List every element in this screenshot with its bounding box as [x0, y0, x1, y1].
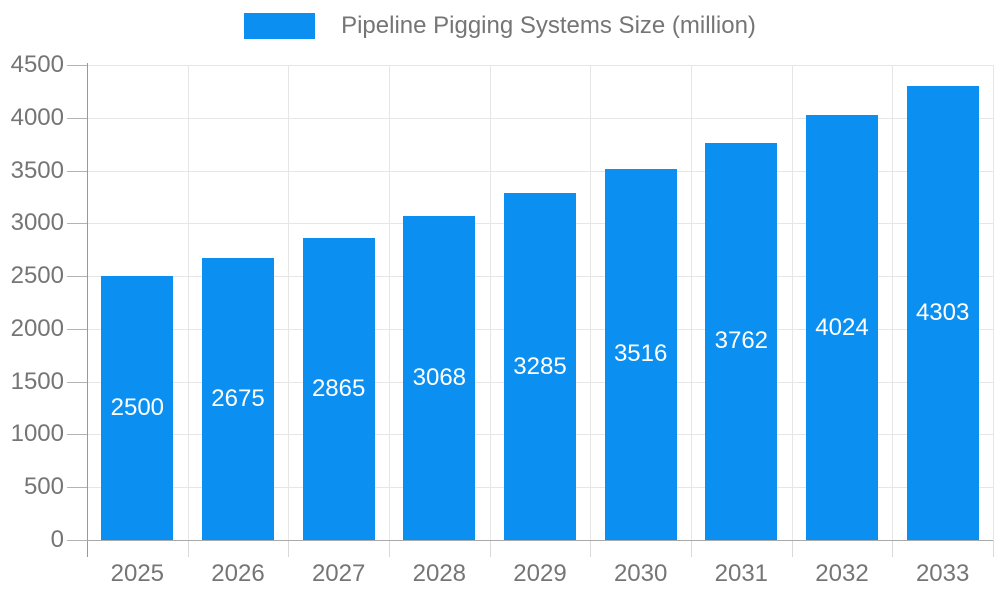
bar-value-label: 2865 [311, 374, 366, 402]
x-axis-tick-label: 2027 [311, 560, 366, 587]
bar: 3068 [403, 216, 476, 540]
legend-label: Pipeline Pigging Systems Size (million) [341, 12, 756, 39]
gridline-vertical [389, 65, 390, 540]
x-axis-tick [389, 540, 390, 557]
x-axis-tick-label: 2028 [412, 560, 467, 587]
gridline-horizontal [87, 65, 993, 66]
x-axis-tick-label: 2025 [110, 560, 165, 587]
gridline-horizontal [87, 117, 993, 119]
bar-value-label: 2500 [110, 394, 165, 422]
y-axis-tick-label: 1500 [10, 367, 64, 395]
y-axis-tick-label: 500 [23, 473, 64, 501]
bar: 3516 [604, 168, 677, 540]
y-axis-tick [67, 381, 87, 383]
y-axis-tick-label: 0 [50, 526, 64, 553]
x-axis-tick [288, 540, 290, 557]
y-axis-tick-label: 3500 [10, 156, 64, 184]
x-axis-tick-label: 2033 [915, 560, 970, 587]
bar-value-label: 3516 [613, 340, 668, 368]
x-axis-tick [590, 540, 592, 557]
gridline-vertical [590, 65, 592, 540]
y-axis-tick-label: 4500 [10, 51, 64, 78]
x-axis-tick-label: 2031 [714, 560, 769, 587]
bar: 2865 [302, 237, 375, 540]
bar: 4303 [906, 85, 979, 540]
y-axis-tick [67, 117, 87, 119]
bar: 4024 [806, 115, 878, 540]
x-axis-tick [892, 540, 894, 557]
bar-value-label: 3762 [714, 327, 769, 355]
y-axis-tick [67, 540, 87, 541]
y-axis-tick [67, 223, 87, 225]
y-axis-tick [67, 487, 87, 489]
y-axis-tick [67, 65, 87, 66]
y-axis-tick-label: 2000 [10, 314, 64, 342]
y-axis-tick-label: 1000 [10, 420, 64, 448]
gridline-vertical [993, 65, 994, 540]
x-axis-tick [489, 540, 491, 557]
gridline-vertical [489, 65, 491, 540]
y-axis-tick [67, 276, 87, 278]
legend: Pipeline Pigging Systems Size (million) [0, 0, 1000, 52]
x-axis-tick-label: 2029 [513, 560, 567, 587]
x-axis-tick-label: 2026 [211, 560, 265, 587]
y-axis-tick-label: 2500 [10, 262, 64, 290]
gridline-horizontal [87, 170, 993, 172]
gridline-vertical [288, 65, 290, 540]
x-axis-tick-label: 2032 [815, 560, 869, 587]
y-axis-tick [67, 170, 87, 172]
bar: 3285 [504, 193, 576, 540]
x-axis-line [87, 540, 993, 541]
x-axis-tick [791, 540, 793, 557]
y-axis-tick-label: 3000 [10, 209, 64, 237]
bar: 2675 [202, 257, 274, 540]
bar-value-label: 3285 [513, 352, 567, 380]
bar-value-label: 2675 [211, 384, 265, 412]
x-axis-tick [187, 540, 189, 557]
x-axis-tick [691, 540, 692, 557]
x-axis-tick [993, 540, 994, 557]
y-axis-tick [67, 434, 87, 436]
legend-item[interactable]: Pipeline Pigging Systems Size (million) [244, 12, 756, 40]
bar: 3762 [705, 142, 778, 540]
legend-swatch [244, 13, 316, 39]
y-axis-line [87, 63, 88, 557]
bar-value-label: 4024 [815, 313, 869, 341]
gridline-vertical [791, 65, 793, 540]
bar: 2500 [101, 276, 174, 540]
gridline-vertical [691, 65, 692, 540]
gridline-vertical [187, 65, 189, 540]
y-axis-tick-label: 4000 [10, 103, 64, 131]
bar-value-label: 3068 [412, 364, 467, 392]
y-axis-tick [67, 328, 87, 330]
gridline-vertical [892, 65, 894, 540]
x-axis-tick-label: 2030 [613, 560, 668, 587]
bar-value-label: 4303 [915, 298, 970, 326]
